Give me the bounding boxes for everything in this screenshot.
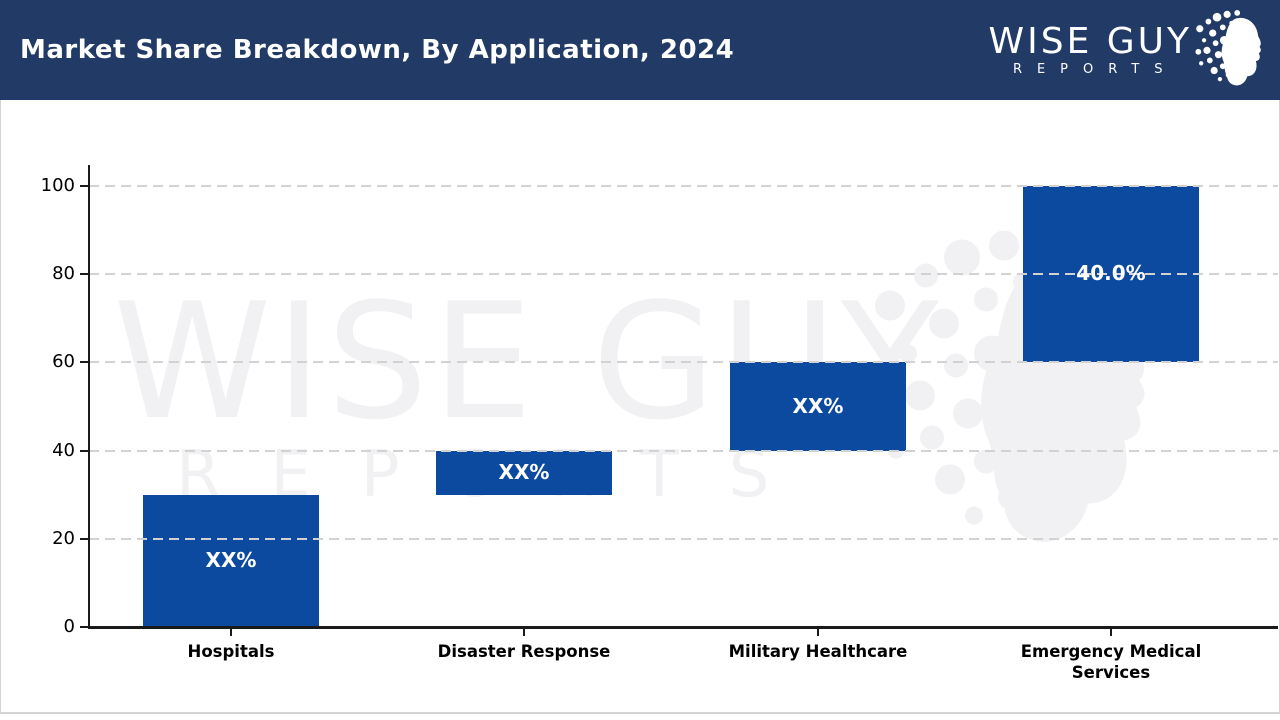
y-tick-0 <box>80 626 88 628</box>
brand-subtitle: REPORTS <box>1012 61 1178 77</box>
y-tick-20 <box>80 537 88 540</box>
gridline-100 <box>89 185 1278 187</box>
brand-name: WISE GUY <box>988 21 1192 63</box>
y-tick-60 <box>80 361 88 364</box>
gridline-80 <box>89 273 1278 276</box>
y-tick-label-20: 20 <box>52 527 75 549</box>
y-tick-label-100: 100 <box>40 175 75 196</box>
bar-disaster-response <box>436 450 612 495</box>
gridline-60 <box>89 361 1278 364</box>
y-tick-40 <box>80 449 88 452</box>
bar-value-label-0: XX% <box>205 547 257 572</box>
x-tick-label-1: Disaster Response <box>437 642 611 661</box>
gridline-40 <box>89 449 1278 452</box>
bar-value-label-2: XX% <box>792 393 844 418</box>
plot-area: 0 20 40 60 80 100 Hospitals Disaster Response Mi… <box>1 100 1280 714</box>
header: Market Share Breakdown, By Application, … <box>0 0 1280 100</box>
bar-military-healthcare <box>730 362 906 451</box>
brand-logo: WISE GUY REPORTS <box>989 8 1267 92</box>
x-tick-3 <box>1110 629 1112 636</box>
bar-hospitals <box>143 494 319 627</box>
x-tick-1 <box>523 629 525 636</box>
y-tick-label-40: 40 <box>52 439 75 461</box>
chart-card: WISE GUY REPORTS 020406080100HospitalsDi… <box>0 100 1280 714</box>
brand-logo-text: WISE GUY REPORTS <box>989 23 1193 77</box>
x-tick-0 <box>230 629 232 636</box>
x-tick-label-0: Hospitals <box>187 642 275 661</box>
x-tick-label-3: Emergency Medical Services <box>1020 642 1202 683</box>
y-tick-label-80: 80 <box>52 263 75 285</box>
bar-value-label-3: 40.0% <box>1076 261 1146 286</box>
gridline-20 <box>89 537 1278 540</box>
x-axis-line <box>88 626 1278 629</box>
bar-value-label-1: XX% <box>498 459 550 484</box>
x-tick-2 <box>817 629 819 636</box>
chart-title: Market Share Breakdown, By Application, … <box>20 35 735 65</box>
y-tick-80 <box>80 273 88 276</box>
y-axis-line <box>88 165 90 629</box>
y-tick-label-0: 0 <box>63 616 75 637</box>
y-tick-100 <box>80 185 88 187</box>
x-tick-label-2: Military Healthcare <box>728 642 908 661</box>
brand-head-icon <box>1194 8 1266 92</box>
y-tick-label-60: 60 <box>52 351 75 373</box>
